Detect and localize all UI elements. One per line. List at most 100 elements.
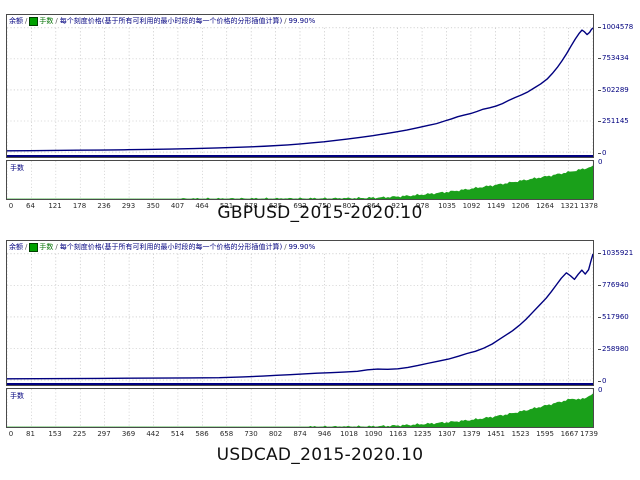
legend-balance-label: 余额: [9, 17, 23, 25]
x-axis-label: 658: [219, 430, 234, 438]
x-axis-label: 81: [26, 430, 35, 438]
x-axis-label: 1018: [340, 430, 358, 438]
equity-plot-area: [7, 15, 593, 157]
legend-separator-3: /: [284, 243, 287, 251]
x-axis-label: 978: [415, 202, 430, 210]
x-axis-label: 64: [26, 202, 35, 210]
x-axis-label: 1264: [536, 202, 554, 210]
y-axis-label: 776940: [602, 281, 629, 289]
x-axis-label: 225: [72, 430, 87, 438]
equity-y-axis: 1035921 776940 517960 258980 0: [598, 240, 640, 386]
x-axis-label: 464: [195, 202, 209, 210]
y-axis-label: 753434: [602, 54, 629, 63]
equity-curve-svg: [7, 27, 593, 157]
volume-plot-area: [7, 389, 593, 427]
x-axis-label: 750: [317, 202, 332, 210]
x-axis-label: 1321: [560, 202, 579, 210]
volume-axis-label: 手数: [10, 392, 24, 400]
x-axis-label: 121: [48, 202, 62, 210]
legend-separator-2: /: [55, 17, 58, 25]
equity-chart-panel[interactable]: 余额 / 手数 / 每个刻度价格(基于所有可利用的最小时段的每一个价格的分形插值…: [6, 240, 594, 386]
y-axis-tick: [598, 285, 601, 286]
x-axis-label: 864: [366, 202, 381, 210]
legend-separator-1: /: [25, 243, 28, 251]
legend-separator-3: /: [284, 17, 287, 25]
x-axis-label: 407: [170, 202, 185, 210]
x-axis-label: 1235: [413, 430, 432, 438]
x-axis-label: 730: [244, 430, 258, 438]
x-axis-label: 0: [8, 202, 14, 210]
x-axis-label: 442: [146, 430, 160, 438]
y-axis-label: 502289: [602, 86, 629, 94]
x-axis-label: 1090: [364, 430, 383, 438]
y-axis-tick: [598, 90, 601, 91]
equity-chart-panel[interactable]: 余额 / 手数 / 每个刻度价格(基于所有可利用的最小时段的每一个价格的分形插值…: [6, 14, 594, 158]
y-axis-label: 1035921: [602, 249, 634, 257]
y-axis-tick: [598, 253, 601, 254]
legend-lots-label: 手数: [39, 243, 54, 251]
volume-plot-area: [7, 161, 593, 199]
x-axis-label: 921: [391, 202, 405, 210]
y-axis-tick: [598, 153, 601, 154]
x-axis-label: 578: [244, 202, 258, 210]
legend-separator-1: /: [25, 17, 28, 25]
x-axis-label: 1523: [511, 430, 530, 438]
x-axis-label: 236: [97, 202, 111, 210]
legend-modelling-method: 每个刻度价格(基于所有可利用的最小时段的每一个价格的分形插值计算): [59, 243, 283, 251]
x-axis-label: 297: [97, 430, 111, 438]
x-axis-label: 350: [146, 202, 160, 210]
legend-modelling-quality: 99.90%: [288, 243, 316, 251]
x-axis-label: 521: [219, 202, 234, 210]
x-axis-label: 692: [293, 202, 307, 210]
legend-balance-label: 余额: [9, 243, 23, 251]
x-axis-label: 1378: [580, 202, 598, 210]
equity-x-axis: 0 64 121 178 236 293 350 407 464 521 578 635 692 750 8…: [6, 202, 598, 214]
volume-histogram-svg: [7, 161, 593, 199]
legend-lots-label: 手数: [39, 17, 54, 25]
x-axis-label: 1379: [462, 430, 481, 438]
equity-plot-area: [7, 241, 593, 385]
equity-x-axis: 0 81 153 225 297 369 442 514 586 658 730 802 874 946 1…: [6, 430, 598, 442]
x-axis-label: 1206: [511, 202, 530, 210]
legend-modelling-method: 每个刻度价格(基于所有可利用的最小时段的每一个价格的分形插值计算): [59, 17, 283, 25]
y-axis-tick: [598, 317, 601, 318]
x-axis-label: 1035: [438, 202, 456, 210]
y-axis-label: 517960: [602, 313, 629, 321]
chart-title-gbpusd: GBPUSD_2015-2020.10: [217, 203, 423, 223]
lots-color-swatch: [29, 17, 39, 26]
x-axis-label: 369: [121, 430, 136, 438]
chart-legend: 余额 / 手数 / 每个刻度价格(基于所有可利用的最小时段的每一个价格的分形插值…: [9, 242, 315, 253]
x-axis-label: 1163: [389, 430, 407, 438]
x-axis-label: 1595: [536, 430, 554, 438]
x-axis-label: 807: [342, 202, 356, 210]
x-axis-label: 1149: [487, 202, 505, 210]
x-axis-label: 635: [268, 202, 283, 210]
x-axis-label: 1451: [487, 430, 505, 438]
legend-separator-2: /: [55, 243, 58, 251]
x-axis-label: 1739: [580, 430, 598, 438]
y-axis-label: 251145: [602, 117, 629, 126]
y-axis-label: 0: [602, 377, 607, 385]
volume-chart-panel[interactable]: 手数: [6, 388, 594, 428]
y-axis-label: 258980: [602, 345, 629, 353]
x-axis-label: 586: [195, 430, 209, 438]
equity-y-axis: 1004578 753434 502289 251145 0: [598, 14, 640, 158]
volume-zero-label: 0: [598, 386, 603, 394]
x-axis-label: 874: [293, 430, 307, 438]
x-axis-label: 1307: [438, 430, 456, 438]
volume-axis-label: 手数: [10, 164, 24, 172]
y-axis-tick: [598, 58, 601, 60]
y-axis-tick: [598, 381, 601, 382]
volume-chart-panel[interactable]: 手数: [6, 160, 594, 200]
x-axis-label: 178: [72, 202, 87, 210]
y-axis-tick: [598, 349, 601, 350]
y-axis-label: 0: [602, 149, 607, 157]
lots-color-swatch: [29, 243, 39, 252]
x-axis-label: 946: [317, 430, 332, 438]
x-axis-label: 0: [8, 430, 14, 438]
volume-histogram-svg: [7, 389, 593, 427]
x-axis-label: 293: [121, 202, 136, 210]
chart-legend: 余额 / 手数 / 每个刻度价格(基于所有可利用的最小时段的每一个价格的分形插值…: [9, 16, 315, 27]
legend-modelling-quality: 99.90%: [288, 17, 316, 25]
